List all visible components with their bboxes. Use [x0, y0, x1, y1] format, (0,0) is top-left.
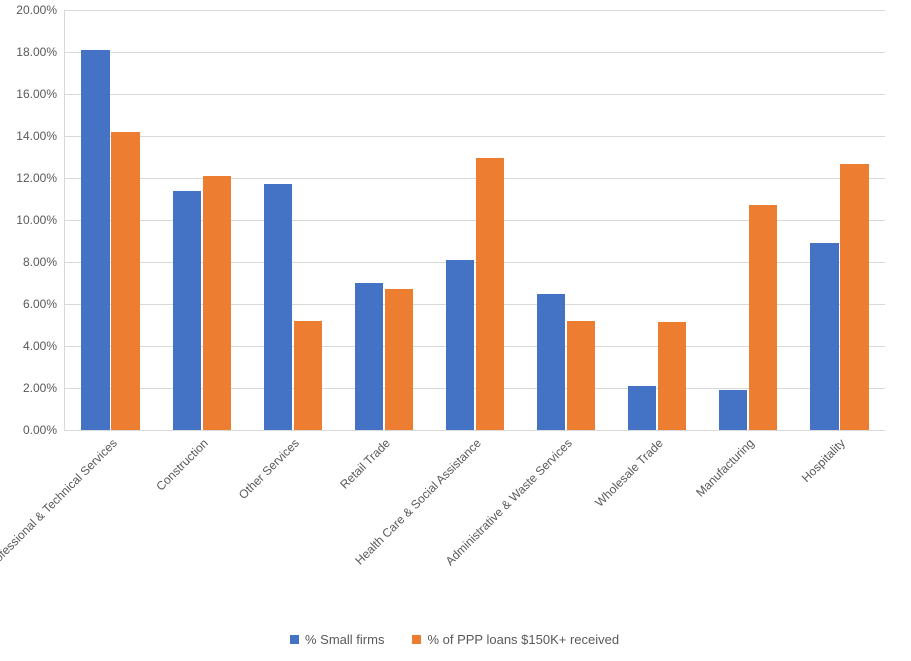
x-tick-label: Professional & Technical Services [0, 436, 119, 573]
y-tick-label: 6.00% [23, 297, 65, 311]
bar-small_firms [446, 260, 474, 430]
y-tick-label: 20.00% [16, 3, 65, 17]
bar-ppp_loans [294, 321, 322, 430]
x-label-slot: Manufacturing [702, 430, 793, 630]
bar-small_firms [537, 294, 565, 431]
legend-swatch [412, 635, 421, 644]
legend-label: % Small firms [305, 632, 384, 647]
bar-ppp_loans [111, 132, 139, 430]
bar-group [247, 10, 338, 430]
y-tick-label: 4.00% [23, 339, 65, 353]
bar-small_firms [264, 184, 292, 430]
bar-ppp_loans [840, 164, 868, 430]
bar-small_firms [628, 386, 656, 430]
y-tick-label: 16.00% [16, 87, 65, 101]
chart-container: 0.00% 2.00% 4.00% 6.00% 8.00% 10.00% 12.00% 14.… [0, 0, 911, 661]
bar-ppp_loans [567, 321, 595, 430]
bar-small_firms [810, 243, 838, 430]
x-label-slot: Construction [155, 430, 246, 630]
x-label-slot: Hospitality [793, 430, 884, 630]
bar-small_firms [173, 191, 201, 430]
x-tick-label: Retail Trade [337, 436, 393, 492]
bar-small_firms [355, 283, 383, 430]
legend-swatch [290, 635, 299, 644]
y-tick-label: 12.00% [16, 171, 65, 185]
y-tick-label: 0.00% [23, 423, 65, 437]
legend-item: % of PPP loans $150K+ received [412, 632, 619, 647]
x-tick-label: Other Services [236, 436, 302, 502]
x-label-slot: Wholesale Trade [611, 430, 702, 630]
bar-group [156, 10, 247, 430]
bar-small_firms [81, 50, 109, 430]
y-tick-label: 10.00% [16, 213, 65, 227]
bar-group [794, 10, 885, 430]
bars-row [65, 10, 885, 430]
plot-area: 0.00%2.00%4.00%6.00%8.00%10.00%12.00%14.… [64, 10, 885, 431]
x-axis-labels: Professional & Technical ServicesConstru… [64, 430, 884, 630]
bar-group [429, 10, 520, 430]
y-tick-label: 14.00% [16, 129, 65, 143]
legend: % Small firms % of PPP loans $150K+ recei… [290, 632, 619, 647]
y-tick-label: 18.00% [16, 45, 65, 59]
x-label-slot: Professional & Technical Services [64, 430, 155, 630]
bar-ppp_loans [658, 322, 686, 430]
legend-label: % of PPP loans $150K+ received [427, 632, 619, 647]
bar-small_firms [719, 390, 747, 430]
bar-ppp_loans [476, 158, 504, 430]
x-label-slot: Other Services [246, 430, 337, 630]
bar-group [612, 10, 703, 430]
bar-group [703, 10, 794, 430]
y-tick-label: 2.00% [23, 381, 65, 395]
y-tick-label: 8.00% [23, 255, 65, 269]
x-tick-label: Manufacturing [694, 436, 758, 500]
x-label-slot: Administrative & Waste Services [520, 430, 611, 630]
bar-ppp_loans [749, 205, 777, 430]
bar-group [521, 10, 612, 430]
x-tick-label: Hospitality [799, 436, 848, 485]
bar-ppp_loans [203, 176, 231, 430]
x-tick-label: Construction [153, 436, 211, 494]
bar-ppp_loans [385, 289, 413, 430]
bar-group [65, 10, 156, 430]
legend-item: % Small firms [290, 632, 384, 647]
bar-group [338, 10, 429, 430]
